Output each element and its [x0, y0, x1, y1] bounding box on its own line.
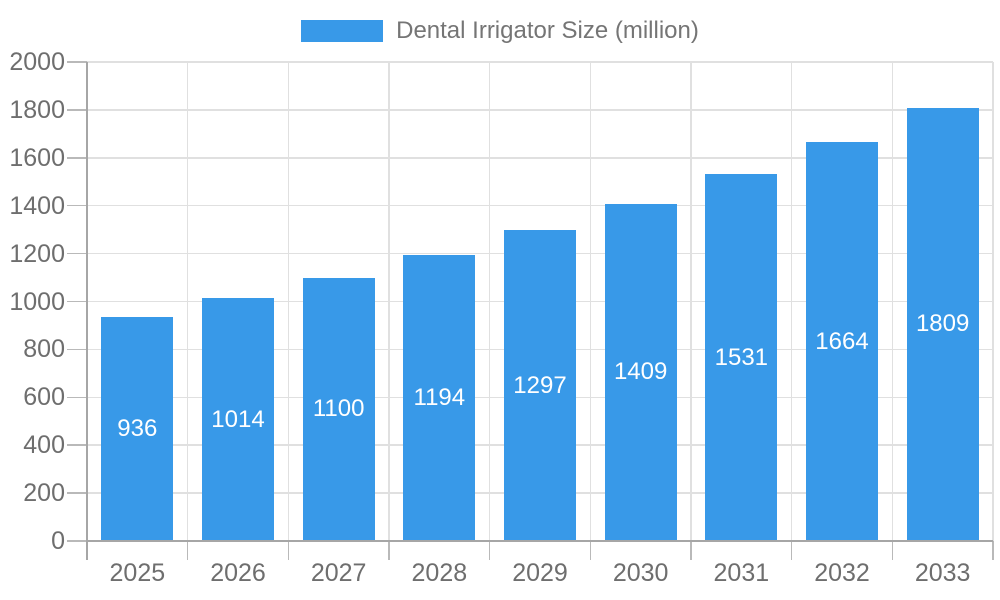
y-tick-label-400: 400 — [23, 431, 65, 460]
bar-2028: 1194 — [403, 255, 476, 541]
legend-label: Dental Irrigator Size (million) — [396, 17, 699, 44]
y-tick-1200 — [67, 252, 87, 255]
y-tick-label-800: 800 — [23, 335, 65, 364]
y-tick-label-0: 0 — [51, 527, 65, 555]
bar-2025: 936 — [101, 316, 174, 541]
x-gridline-7 — [790, 62, 793, 541]
bar-2032: 1664 — [806, 142, 878, 541]
x-gridline-8 — [891, 62, 894, 541]
x-axis-line — [87, 540, 993, 542]
x-tick-label-2026: 2026 — [210, 559, 266, 587]
y-tick-0 — [67, 540, 87, 542]
y-tick-label-200: 200 — [23, 479, 65, 508]
y-tick-1000 — [67, 300, 87, 303]
x-gridline-6 — [690, 62, 692, 541]
y-tick-label-1600: 1600 — [9, 143, 65, 172]
bar-value-label-2031: 1531 — [714, 343, 769, 371]
y-tick-label-600: 600 — [23, 383, 65, 412]
y-gridline-2000 — [87, 61, 993, 63]
y-tick-label-1800: 1800 — [9, 95, 65, 124]
y-tick-label-1400: 1400 — [9, 191, 65, 220]
y-tick-400 — [67, 444, 87, 446]
bar-value-label-2027: 1100 — [312, 395, 365, 423]
bar-2033: 1809 — [906, 107, 979, 541]
y-tick-1400 — [67, 204, 87, 207]
bar-value-label-2026: 1014 — [211, 405, 265, 433]
x-tick-4 — [488, 541, 491, 560]
x-tick-label-2027: 2027 — [310, 559, 367, 587]
legend-item[interactable]: Dental Irrigator Size (million) — [301, 19, 699, 43]
y-tick-label-1200: 1200 — [9, 239, 65, 268]
bar-value-label-2029: 1297 — [513, 371, 567, 399]
bar-2026: 1014 — [202, 298, 274, 541]
y-tick-label-2000: 2000 — [9, 48, 65, 76]
y-gridline-1600 — [87, 157, 993, 159]
legend: Dental Irrigator Size (million) — [0, 19, 1000, 43]
x-tick-8 — [891, 541, 894, 560]
plot-area: 0 200 400 600 800 1000 1200 1400 1600 1800 2000 202… — [9, 48, 994, 587]
y-tick-1600 — [67, 157, 87, 159]
y-tick-800 — [67, 348, 87, 351]
x-tick-label-2032: 2032 — [814, 559, 870, 587]
y-tick-200 — [67, 492, 87, 494]
y-axis-line — [86, 62, 88, 560]
x-gridline-2 — [287, 62, 290, 541]
x-tick-label-2025: 2025 — [109, 559, 166, 587]
x-gridline-4 — [488, 62, 491, 541]
bar-value-label-2030: 1409 — [613, 358, 668, 386]
x-tick-label-2031: 2031 — [713, 559, 770, 587]
y-tick-600 — [67, 396, 87, 399]
bar-value-label-2028: 1194 — [413, 384, 466, 412]
y-tick-1800 — [67, 109, 87, 111]
bar-value-label-2033: 1809 — [915, 310, 970, 338]
bar-value-label-2025: 936 — [117, 414, 158, 442]
x-tick-3 — [388, 541, 390, 560]
x-tick-label-2029: 2029 — [512, 559, 568, 587]
bar-2027: 1100 — [302, 277, 375, 541]
x-tick-label-2028: 2028 — [411, 559, 468, 587]
y-gridline-1800 — [87, 109, 993, 111]
x-tick-2 — [287, 541, 290, 560]
x-gridline-9 — [992, 62, 994, 541]
x-tick-9 — [992, 541, 994, 560]
x-gridline-1 — [186, 62, 189, 541]
x-tick-label-2033: 2033 — [914, 559, 971, 587]
x-gridline-5 — [589, 62, 592, 541]
legend-swatch — [301, 20, 384, 42]
x-tick-7 — [790, 541, 793, 560]
y-tick-2000 — [67, 61, 87, 63]
y-tick-label-1000: 1000 — [9, 287, 65, 316]
bar-2029: 1297 — [504, 230, 576, 541]
x-tick-6 — [690, 541, 692, 560]
y-gridline-1400 — [87, 204, 993, 207]
x-tick-label-2030: 2030 — [612, 559, 669, 587]
x-gridline-3 — [388, 62, 390, 541]
x-tick-5 — [589, 541, 592, 560]
bar-2030: 1409 — [604, 203, 677, 541]
bar-2031: 1531 — [705, 174, 778, 541]
bar-value-label-2032: 1664 — [815, 327, 869, 355]
x-tick-1 — [186, 541, 189, 560]
